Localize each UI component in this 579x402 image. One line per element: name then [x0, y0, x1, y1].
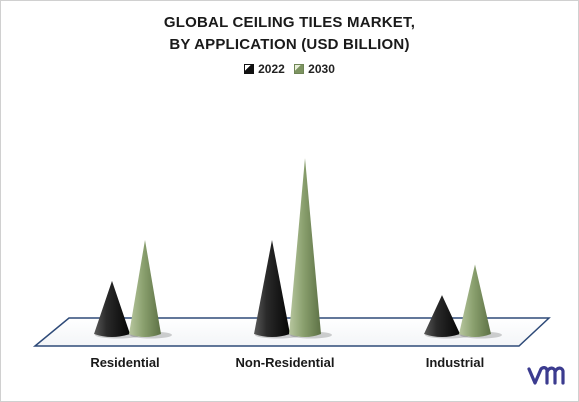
chart-title-line-1: GLOBAL CEILING TILES MARKET, [163, 14, 416, 31]
legend-item-2022: 2022 [244, 62, 285, 76]
mrfr-logo [527, 363, 569, 394]
legend-label-2022: 2022 [258, 62, 285, 76]
cone-industrial-2030 [459, 264, 491, 337]
legend-item-2030: 2030 [294, 62, 335, 76]
chart-title: GLOBAL CEILING TILES MARKET, BY APPLICAT… [0, 12, 579, 56]
legend-label-2030: 2030 [308, 62, 335, 76]
category-label-industrial: Industrial [426, 355, 485, 370]
legend-swatch-2030 [294, 64, 305, 74]
cone-non-residential-2030 [289, 158, 321, 337]
category-label-non-residential: Non-Residential [236, 355, 335, 370]
category-label-residential: Residential [90, 355, 159, 370]
cone-industrial-2022 [424, 295, 460, 337]
chart-marks [94, 158, 502, 339]
chart-title-line-2: BY APPLICATION (USD BILLION) [169, 36, 410, 53]
cone-residential-2030 [129, 239, 161, 337]
chart-legend: 2022 2030 [0, 62, 579, 77]
cone-residential-2022 [94, 280, 130, 337]
category-labels: Residential Non-Residential Industrial [90, 355, 484, 370]
legend-swatch-2022 [244, 64, 255, 74]
cone-non-residential-2022 [254, 239, 290, 337]
